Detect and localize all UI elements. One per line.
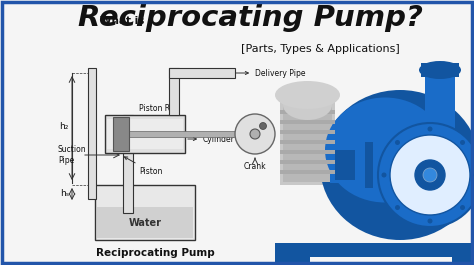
Bar [425,70,455,135]
Bar [421,63,459,77]
Circle shape [395,140,400,145]
Bar [129,131,237,137]
Circle shape [378,123,474,227]
Bar [280,140,335,144]
Circle shape [460,205,465,210]
Bar [280,110,335,114]
Circle shape [259,122,266,130]
Text: Delivery Pipe: Delivery Pipe [233,68,306,77]
Bar [280,170,335,174]
Bar [280,130,335,134]
Bar [107,119,183,149]
Bar [275,253,310,265]
Text: Reciprocating Pump?: Reciprocating Pump? [78,4,422,32]
Circle shape [250,129,260,139]
Bar [169,68,179,115]
Bar [280,160,335,164]
Circle shape [428,219,432,223]
Text: Cylinder: Cylinder [188,135,235,144]
Text: [Parts, Types & Applications]: [Parts, Types & Applications] [241,44,400,54]
Bar [88,68,96,199]
Circle shape [235,114,275,154]
Bar [280,100,335,185]
Bar [365,142,373,188]
Bar [169,68,235,78]
Bar [335,150,355,180]
Circle shape [428,126,432,131]
Text: Reciprocating Pump: Reciprocating Pump [96,248,214,258]
Bar [275,243,474,257]
Bar [123,115,133,213]
Ellipse shape [419,61,461,79]
Bar [280,150,335,154]
Bar [105,115,185,153]
Text: What is: What is [100,16,145,26]
Circle shape [382,173,386,178]
Bar [283,103,332,182]
Ellipse shape [275,81,340,109]
Bar [113,117,129,151]
Circle shape [415,160,445,190]
Ellipse shape [325,98,445,202]
Text: Crank: Crank [244,162,266,171]
Ellipse shape [283,90,332,120]
Bar [97,207,193,238]
Ellipse shape [320,90,474,240]
Text: hₛ: hₛ [60,189,69,198]
Circle shape [423,168,437,182]
Circle shape [390,135,470,215]
Text: Suction
Pipe: Suction Pipe [58,145,87,165]
Text: Water: Water [128,219,162,228]
Bar [330,147,370,183]
Bar [95,185,195,240]
Text: Piston: Piston [124,157,163,176]
Bar [280,120,335,124]
Text: h₂: h₂ [60,122,69,131]
Bar [452,253,474,265]
Circle shape [460,140,465,145]
Text: Piston Rod: Piston Rod [139,104,179,127]
Circle shape [395,205,400,210]
